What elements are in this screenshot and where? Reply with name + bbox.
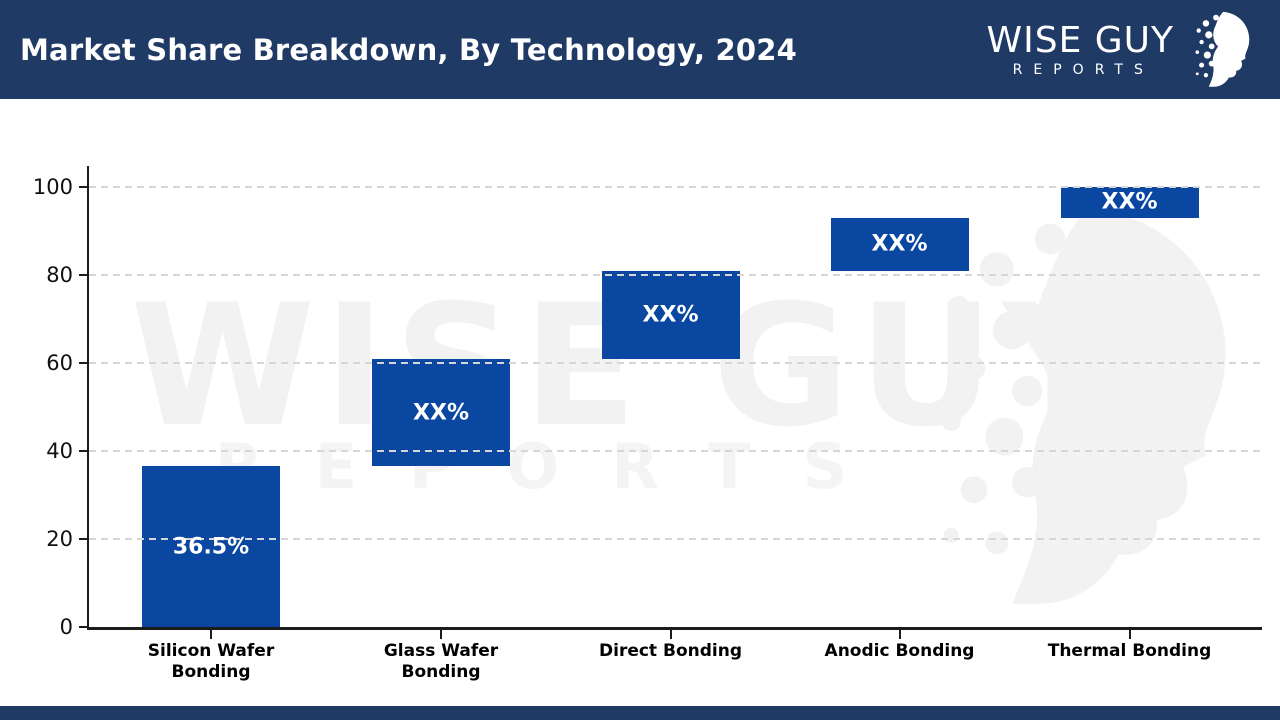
bar-silicon-wafer-bonding xyxy=(142,466,280,627)
y-tick-label: 60 xyxy=(46,351,73,375)
category-label: Anodic Bonding xyxy=(824,641,975,661)
gridline-60 xyxy=(89,362,1262,364)
category-label: Glass Wafer Bonding xyxy=(383,641,499,683)
y-tick-mark xyxy=(79,186,87,188)
bar-value-label: XX% xyxy=(642,302,699,328)
brand-logo: WISE GUY REPORTS xyxy=(987,10,1253,90)
y-tick-label: 40 xyxy=(46,439,73,463)
y-tick-mark xyxy=(79,362,87,364)
category-label: Thermal Bonding xyxy=(1047,641,1212,661)
category-label: Direct Bonding xyxy=(599,641,742,661)
bar-value-label: 36.5% xyxy=(172,534,250,560)
header-bar: Market Share Breakdown, By Technology, 2… xyxy=(0,0,1280,99)
y-tick-label: 20 xyxy=(46,527,73,551)
brand-name: WISE GUY xyxy=(986,19,1174,61)
y-tick-mark xyxy=(79,538,87,540)
x-tick-mark xyxy=(210,630,212,639)
wise-guy-head-icon xyxy=(1195,11,1250,87)
gridline-40 xyxy=(89,450,1262,452)
gridline-80 xyxy=(89,274,1262,276)
bar-anodic-bonding xyxy=(830,217,969,271)
brand-subname: REPORTS xyxy=(1012,61,1154,78)
page-title: Market Share Breakdown, By Technology, 2… xyxy=(20,32,798,67)
y-tick-mark xyxy=(79,274,87,276)
gridline-20 xyxy=(89,538,1262,540)
y-tick-label: 100 xyxy=(32,175,73,199)
y-tick-label: 0 xyxy=(59,615,73,639)
y-tick-mark xyxy=(79,626,87,628)
watermark-head-icon xyxy=(941,208,1226,604)
x-tick-mark xyxy=(440,630,442,639)
x-tick-mark xyxy=(669,630,672,639)
brand-logo-text: WISE GUY REPORTS xyxy=(986,19,1175,78)
bar-value-label: XX% xyxy=(871,231,928,257)
category-label: Silicon Wafer Bonding xyxy=(147,641,275,683)
x-tick-mark xyxy=(898,630,901,639)
footer-bar xyxy=(0,706,1280,720)
y-tick-label: 80 xyxy=(46,263,73,287)
gridline-100 xyxy=(89,186,1262,188)
y-tick-mark xyxy=(79,450,87,452)
bar-glass-wafer-bonding xyxy=(372,358,510,467)
watermark-reports: REPORTS xyxy=(215,430,900,503)
bar-value-label: XX% xyxy=(1101,189,1158,215)
x-axis-line xyxy=(87,627,1262,630)
bar-thermal-bonding xyxy=(1060,187,1199,218)
x-tick-mark xyxy=(1128,630,1131,639)
y-axis-line xyxy=(87,166,89,630)
bar-value-label: XX% xyxy=(413,400,469,425)
bar-direct-bonding xyxy=(601,270,740,359)
